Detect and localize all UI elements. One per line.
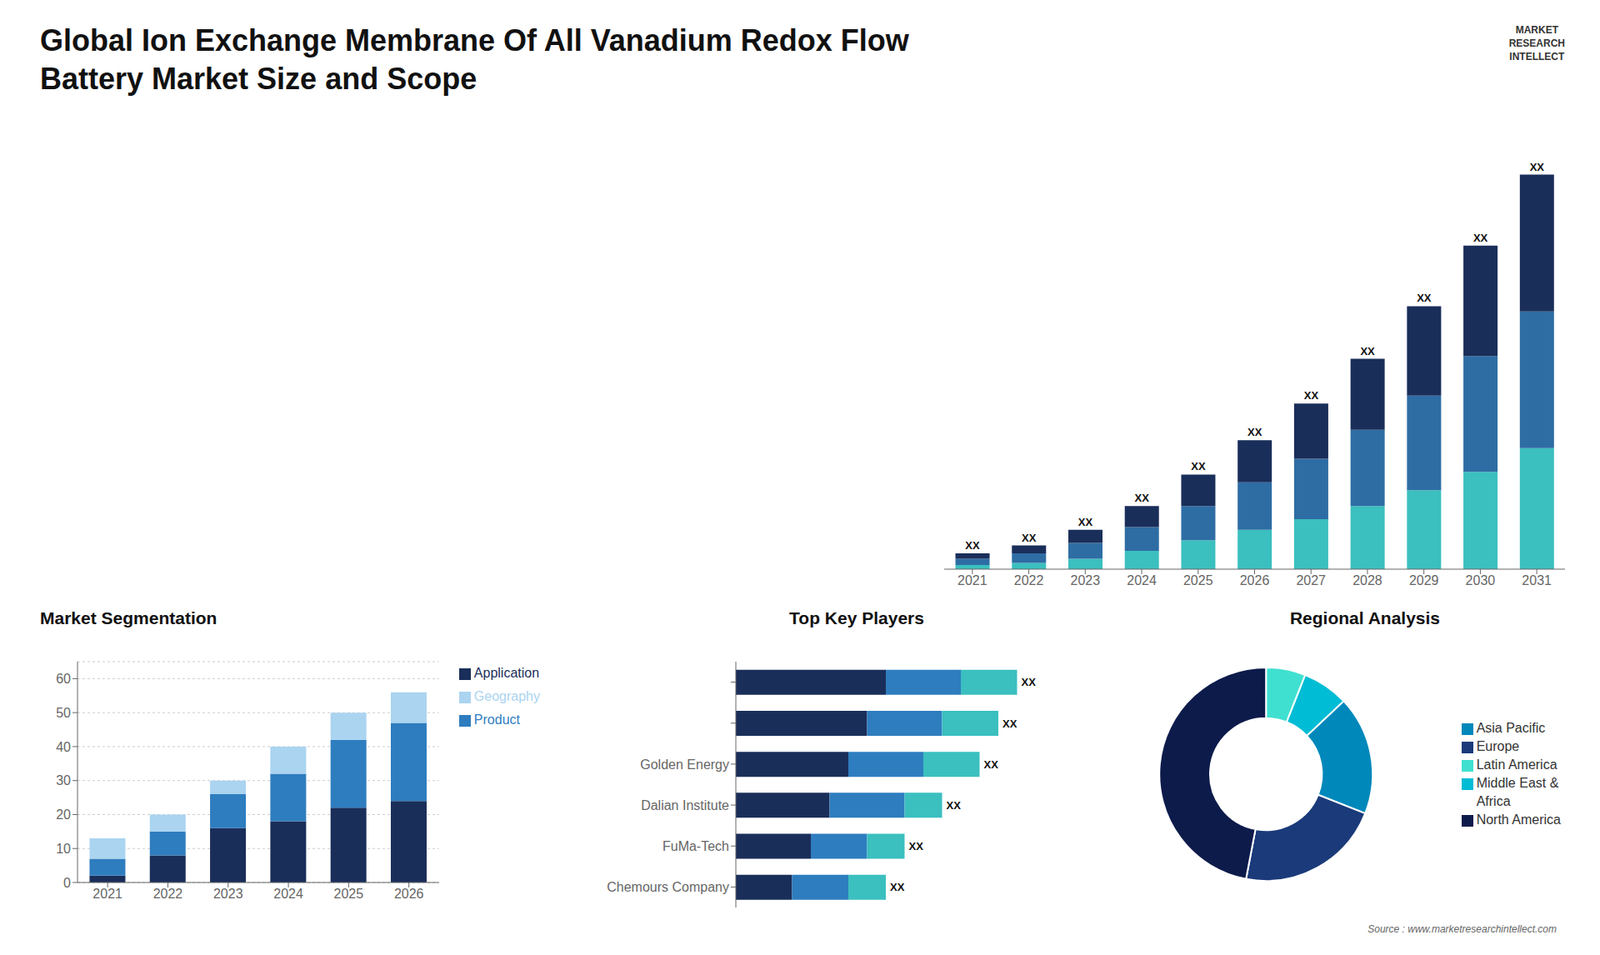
html-text:Asia Pacific: Asia Pacific (1476, 720, 1546, 735)
svg-text:FuMa-Tech: FuMa-Tech (662, 839, 730, 854)
svg-text:XX: XX (890, 880, 905, 894)
svg-text:2021: 2021 (957, 573, 988, 588)
svg-text:2025: 2025 (1183, 573, 1214, 588)
svg-text:60: 60 (55, 671, 71, 686)
svg-text:2027: 2027 (1295, 573, 1326, 588)
svg-text:20: 20 (55, 807, 71, 822)
html-text:Latin America: Latin America (1476, 757, 1558, 772)
html-text:Europe: Europe (1476, 739, 1520, 754)
svg-text:2030: 2030 (1465, 573, 1496, 588)
svg-text:XX: XX (1002, 717, 1018, 730)
svg-text:2025: 2025 (334, 886, 365, 901)
html-text:Product: Product (474, 712, 520, 727)
html-text:Geography: Geography (474, 689, 540, 704)
svg-text:10: 10 (55, 841, 71, 856)
svg-text:2026: 2026 (1240, 573, 1270, 588)
svg-text:2031: 2031 (1521, 573, 1552, 588)
svg-text:2028: 2028 (1352, 573, 1383, 588)
html-text:Market Segmentation: Market Segmentation (40, 608, 217, 628)
svg-text:XX: XX (1247, 425, 1263, 439)
svg-text:XX: XX (1416, 291, 1432, 305)
svg-text:2024: 2024 (1126, 573, 1157, 588)
svg-text:40: 40 (55, 740, 71, 755)
svg-text:2026: 2026 (394, 886, 425, 901)
svg-text:2023: 2023 (1070, 573, 1101, 588)
html-text:Top Key Players: Top Key Players (789, 608, 925, 628)
svg-text:Dalian Institute: Dalian Institute (640, 798, 730, 813)
svg-text:30: 30 (55, 773, 71, 788)
html-text:Application: Application (474, 665, 540, 680)
html-text:North America: North America (1476, 812, 1561, 827)
svg-text:XX: XX (1360, 345, 1375, 358)
html-text:Battery Market Size and Scope: Battery Market Size and Scope (40, 61, 477, 96)
svg-text:XX: XX (965, 539, 980, 552)
svg-text:2022: 2022 (1014, 573, 1045, 588)
svg-text:XX: XX (1190, 460, 1206, 473)
svg-text:2024: 2024 (273, 886, 304, 901)
html-text:Source : www.marketresearchint: Source : www.marketresearchintellect.com (1367, 923, 1557, 935)
svg-text:XX: XX (1473, 231, 1489, 245)
svg-text:2021: 2021 (92, 886, 123, 901)
svg-text:Chemours Company: Chemours Company (606, 880, 730, 895)
svg-text:XX: XX (1021, 675, 1037, 689)
svg-text:0: 0 (63, 875, 71, 890)
svg-text:XX: XX (984, 758, 1000, 771)
svg-text:2029: 2029 (1409, 573, 1440, 588)
html-text:Regional Analysis: Regional Analysis (1289, 608, 1441, 628)
svg-text:XX: XX (1135, 491, 1150, 505)
html-text:Global Ion Exchange Membrane O: Global Ion Exchange Membrane Of All Vana… (40, 23, 909, 58)
svg-text:XX: XX (1304, 389, 1320, 402)
svg-text:Golden Energy: Golden Energy (640, 757, 730, 772)
html-text:Middle East & Africa: Middle East & Africa (1476, 775, 1559, 809)
html-text:MARKET: MARKET (1515, 24, 1559, 36)
svg-text:XX: XX (909, 840, 925, 853)
svg-text:50: 50 (55, 705, 71, 720)
svg-text:2023: 2023 (213, 886, 244, 901)
svg-text:2022: 2022 (153, 886, 184, 901)
svg-text:XX: XX (946, 799, 962, 812)
svg-text:XX: XX (1021, 531, 1037, 545)
html-text:INTELLECT: INTELLECT (1509, 50, 1565, 63)
svg-text:XX: XX (1078, 515, 1094, 529)
html-text:RESEARCH: RESEARCH (1508, 37, 1565, 50)
svg-text:XX: XX (1530, 160, 1545, 174)
